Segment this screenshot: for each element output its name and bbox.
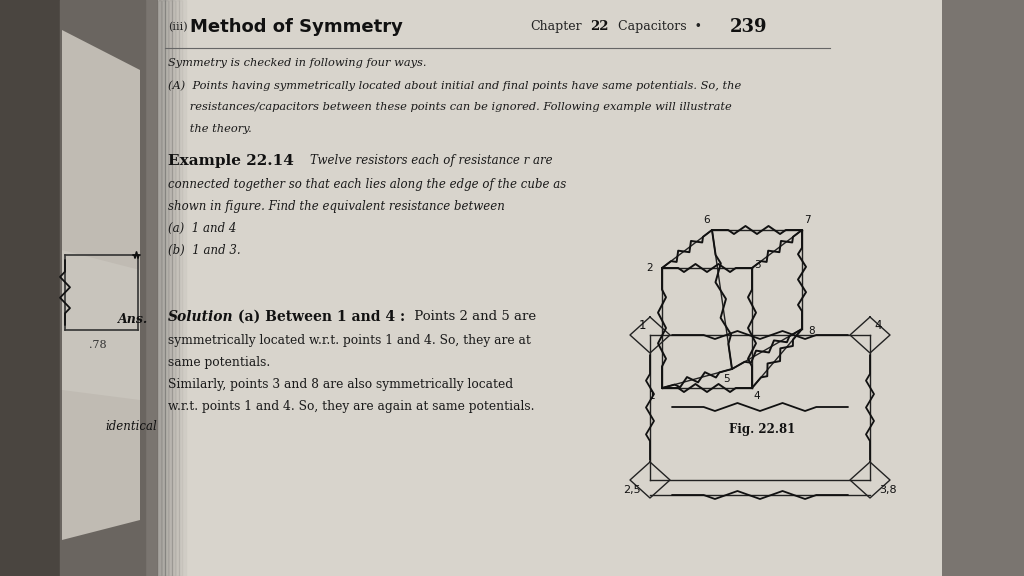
Text: Example 22.14: Example 22.14 — [168, 154, 294, 168]
Text: Twelve resistors each of resistance r are: Twelve resistors each of resistance r ar… — [310, 154, 553, 167]
Text: 6: 6 — [703, 215, 711, 225]
Text: 8: 8 — [809, 326, 815, 336]
Text: 1: 1 — [648, 391, 655, 401]
Text: (b)  1 and 3.: (b) 1 and 3. — [168, 244, 241, 257]
Text: 2,5: 2,5 — [624, 485, 641, 495]
Text: Similarly, points 3 and 8 are also symmetrically located: Similarly, points 3 and 8 are also symme… — [168, 378, 513, 391]
Text: resistances/capacitors between these points can be ignored. Following example wi: resistances/capacitors between these poi… — [168, 102, 732, 112]
Text: 2: 2 — [647, 263, 653, 273]
Text: shown in figure. Find the equivalent resistance between: shown in figure. Find the equivalent res… — [168, 200, 505, 213]
Text: (a)  1 and 4: (a) 1 and 4 — [168, 222, 237, 235]
Text: 1: 1 — [638, 319, 646, 332]
Text: Fig. 22.81: Fig. 22.81 — [729, 423, 795, 436]
Polygon shape — [158, 0, 942, 576]
Text: Chapter: Chapter — [530, 20, 582, 33]
Text: Symmetry is checked in following four ways.: Symmetry is checked in following four wa… — [168, 58, 427, 68]
Text: symmetrically located w.r.t. points 1 and 4. So, they are at: symmetrically located w.r.t. points 1 an… — [168, 334, 530, 347]
Text: 4: 4 — [874, 319, 882, 332]
Text: Solution: Solution — [168, 310, 233, 324]
Text: identical: identical — [105, 420, 157, 433]
Text: the theory.: the theory. — [168, 124, 252, 134]
Text: connected together so that each lies along the edge of the cube as: connected together so that each lies alo… — [168, 178, 566, 191]
Polygon shape — [62, 250, 140, 400]
Text: 22: 22 — [590, 20, 608, 33]
Text: 239: 239 — [730, 18, 768, 36]
Polygon shape — [942, 0, 1024, 576]
Text: Points 2 and 5 are: Points 2 and 5 are — [410, 310, 537, 323]
Text: (a) Between 1 and 4 :: (a) Between 1 and 4 : — [238, 310, 406, 324]
Text: Method of Symmetry: Method of Symmetry — [190, 18, 402, 36]
Text: 7: 7 — [804, 215, 810, 225]
Text: 5: 5 — [724, 374, 730, 384]
Text: .78: .78 — [89, 340, 106, 350]
Text: 3,8: 3,8 — [880, 485, 897, 495]
Text: (A)  Points having symmetrically located about initial and final points have sam: (A) Points having symmetrically located … — [168, 80, 741, 90]
Polygon shape — [62, 30, 140, 540]
Text: Capacitors  •: Capacitors • — [610, 20, 710, 33]
Text: 4: 4 — [754, 391, 760, 401]
Text: same potentials.: same potentials. — [168, 356, 270, 369]
Text: w.r.t. points 1 and 4. So, they are again at same potentials.: w.r.t. points 1 and 4. So, they are agai… — [168, 400, 535, 413]
Text: Ans.: Ans. — [118, 313, 148, 326]
Text: 3: 3 — [754, 260, 760, 270]
Text: (iii): (iii) — [168, 22, 187, 32]
